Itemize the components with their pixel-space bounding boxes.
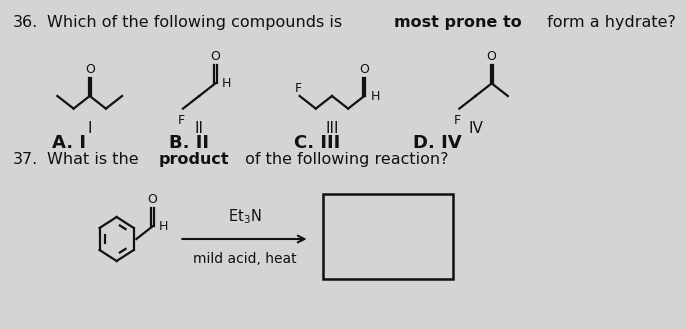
Text: 37.: 37.: [12, 152, 38, 167]
Text: O: O: [147, 193, 158, 206]
Text: F: F: [178, 114, 185, 127]
Text: C. III: C. III: [294, 134, 340, 152]
Text: H: H: [159, 220, 168, 233]
Text: Which of the following compounds is: Which of the following compounds is: [47, 15, 347, 30]
Text: 36.: 36.: [12, 15, 38, 30]
Text: F: F: [454, 114, 461, 127]
Text: A. I: A. I: [52, 134, 86, 152]
Text: product: product: [158, 152, 229, 167]
Text: H: H: [370, 89, 380, 103]
Text: O: O: [359, 63, 369, 76]
Text: form a hydrate?: form a hydrate?: [542, 15, 676, 30]
Bar: [323, 194, 453, 279]
Text: O: O: [487, 50, 497, 63]
Text: O: O: [211, 50, 220, 63]
Text: mild acid, heat: mild acid, heat: [193, 252, 296, 266]
Text: D. IV: D. IV: [413, 134, 461, 152]
Text: O: O: [85, 63, 95, 76]
Text: II: II: [195, 121, 204, 136]
Text: of the following reaction?: of the following reaction?: [240, 152, 449, 167]
Text: IV: IV: [468, 121, 483, 136]
Text: most prone to: most prone to: [394, 15, 522, 30]
Text: B. II: B. II: [169, 134, 209, 152]
Text: Et$_3$N: Et$_3$N: [228, 207, 261, 226]
Text: H: H: [222, 77, 231, 90]
Text: III: III: [325, 121, 339, 136]
Text: F: F: [294, 82, 301, 95]
Text: What is the: What is the: [47, 152, 143, 167]
Text: I: I: [88, 121, 92, 136]
